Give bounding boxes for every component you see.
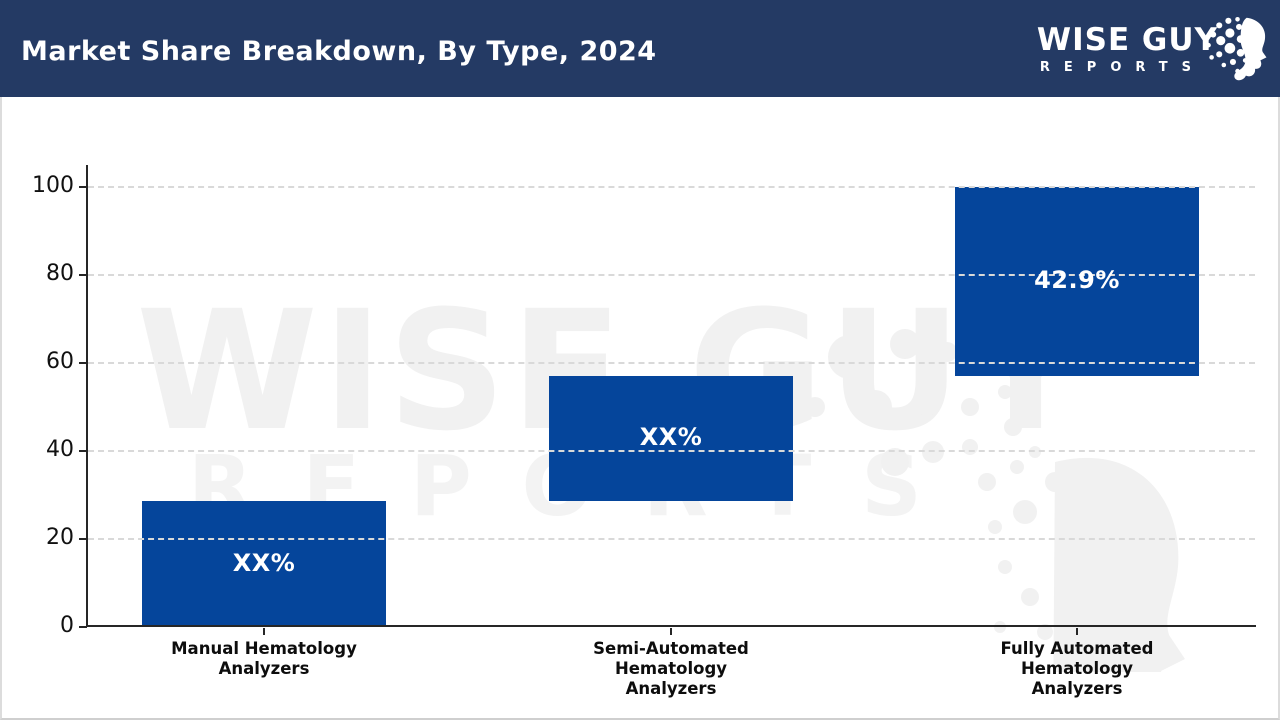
bar-value-label: XX% <box>232 549 296 578</box>
bar-segment <box>549 375 793 502</box>
category-label: Manual Hematology Analyzers <box>171 639 357 678</box>
y-axis-line <box>86 165 88 627</box>
bar-segment <box>142 501 386 627</box>
y-tick-mark <box>79 538 87 540</box>
logo-sub-text: REPORTS <box>1039 60 1206 75</box>
y-tick-mark <box>79 626 87 628</box>
header-bar: Market Share Breakdown, By Type, 2024 WI… <box>0 0 1280 97</box>
y-tick-label: 80 <box>46 261 74 286</box>
y-tick-label: 40 <box>46 437 74 462</box>
y-tick-mark <box>79 450 87 452</box>
logo-brand-text: WISE GUY <box>1036 22 1218 58</box>
logo-face-icon <box>1206 17 1267 81</box>
gridline <box>88 362 1255 364</box>
chart-title: Market Share Breakdown, By Type, 2024 <box>21 36 657 67</box>
y-tick-mark <box>79 274 87 276</box>
bar-value-label: XX% <box>639 423 703 452</box>
gridline <box>88 450 1255 452</box>
logo-text: WISE GUY REPORTS <box>1037 23 1218 75</box>
y-tick-mark <box>79 362 87 364</box>
y-tick-label: 0 <box>60 613 74 638</box>
y-tick-label: 60 <box>46 349 74 374</box>
wiseguy-logo: WISE GUY REPORTS <box>1037 6 1268 92</box>
category-label: Semi-Automated Hematology Analyzers <box>593 639 749 698</box>
watermark-face-icon <box>805 329 1185 672</box>
category-label: Fully Automated Hematology Analyzers <box>1000 639 1154 698</box>
gridline <box>88 538 1255 540</box>
y-tick-mark <box>79 186 87 188</box>
x-axis-line <box>86 625 1256 627</box>
bar-segment <box>955 187 1199 376</box>
x-tick-mark <box>670 628 672 635</box>
x-tick-mark <box>263 628 265 635</box>
gridline <box>88 274 1255 276</box>
bar-value-label: 42.9% <box>1034 266 1120 295</box>
x-tick-mark <box>1076 628 1078 635</box>
y-tick-label: 100 <box>32 173 74 198</box>
y-tick-label: 20 <box>46 525 74 550</box>
gridline <box>88 186 1255 188</box>
